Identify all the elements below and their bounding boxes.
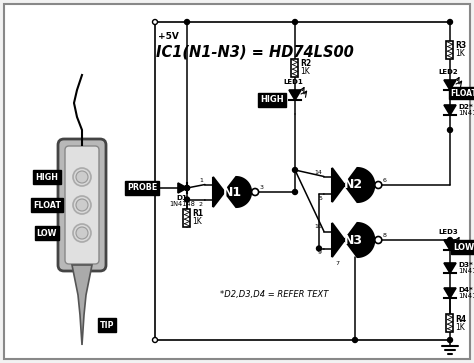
Text: R1: R1 — [192, 209, 204, 219]
Text: LED3: LED3 — [438, 229, 458, 235]
Text: 9: 9 — [318, 250, 322, 256]
Circle shape — [153, 20, 157, 24]
Text: 14: 14 — [314, 170, 322, 175]
Text: HIGH: HIGH — [36, 172, 58, 182]
Text: 1K: 1K — [456, 49, 465, 58]
Circle shape — [353, 338, 357, 343]
Polygon shape — [213, 177, 251, 207]
Text: HIGH: HIGH — [260, 95, 284, 105]
Circle shape — [153, 185, 157, 191]
Circle shape — [76, 171, 88, 183]
Circle shape — [76, 199, 88, 211]
Text: 1K: 1K — [301, 68, 310, 77]
Circle shape — [184, 20, 190, 24]
Text: TIP: TIP — [100, 321, 114, 330]
Circle shape — [76, 227, 88, 239]
Text: R4: R4 — [456, 314, 466, 323]
Circle shape — [184, 185, 190, 191]
Text: 6: 6 — [383, 178, 387, 183]
Polygon shape — [178, 183, 187, 193]
Circle shape — [73, 224, 91, 242]
Text: FLOAT: FLOAT — [451, 89, 474, 98]
Circle shape — [153, 338, 157, 343]
FancyBboxPatch shape — [58, 139, 106, 271]
Text: 8: 8 — [383, 233, 387, 238]
Circle shape — [447, 127, 453, 132]
Text: +5V: +5V — [158, 32, 179, 41]
Polygon shape — [332, 168, 374, 202]
Text: 1K: 1K — [192, 217, 202, 227]
Text: LOW: LOW — [453, 242, 474, 252]
Circle shape — [292, 20, 298, 24]
Text: 7: 7 — [335, 261, 339, 266]
Text: N3: N3 — [344, 233, 363, 246]
Circle shape — [184, 197, 190, 202]
Text: N2: N2 — [344, 179, 363, 192]
Text: FLOAT: FLOAT — [33, 200, 61, 209]
Circle shape — [73, 196, 91, 214]
Text: 10: 10 — [314, 224, 322, 229]
Bar — [447, 41, 454, 59]
Text: D3*: D3* — [458, 262, 473, 268]
Text: 1N4148: 1N4148 — [458, 268, 474, 274]
Text: 2: 2 — [199, 201, 203, 207]
Text: 5: 5 — [318, 196, 322, 200]
Circle shape — [375, 182, 382, 188]
Bar — [447, 314, 454, 332]
Text: 1N4148: 1N4148 — [458, 110, 474, 116]
Polygon shape — [444, 240, 456, 250]
Polygon shape — [289, 90, 301, 100]
Text: 1N4148: 1N4148 — [169, 201, 195, 207]
Polygon shape — [444, 263, 456, 273]
Circle shape — [447, 20, 453, 24]
Text: 1N4148: 1N4148 — [458, 293, 474, 299]
Circle shape — [252, 188, 259, 196]
Circle shape — [447, 237, 453, 242]
Text: 1K: 1K — [456, 322, 465, 331]
Text: PROBE: PROBE — [127, 184, 157, 192]
Text: R2: R2 — [301, 60, 311, 69]
Circle shape — [292, 167, 298, 172]
Text: LOW: LOW — [37, 228, 57, 237]
Text: 1: 1 — [199, 178, 203, 183]
Circle shape — [447, 338, 453, 343]
Text: *D2,D3,D4 = REFER TEXT: *D2,D3,D4 = REFER TEXT — [220, 290, 328, 299]
Polygon shape — [332, 223, 374, 257]
Circle shape — [292, 189, 298, 195]
Text: D1: D1 — [176, 195, 188, 201]
Text: 3: 3 — [260, 185, 264, 190]
Circle shape — [317, 246, 321, 251]
Text: N1: N1 — [222, 185, 242, 199]
Circle shape — [375, 237, 382, 244]
Text: LED1: LED1 — [283, 79, 303, 85]
Text: D4*: D4* — [458, 287, 473, 293]
Circle shape — [184, 185, 190, 191]
Text: D2*: D2* — [458, 104, 473, 110]
Polygon shape — [444, 80, 456, 90]
Text: R3: R3 — [456, 41, 466, 50]
Text: LED2: LED2 — [438, 69, 458, 75]
Bar — [292, 59, 299, 77]
Polygon shape — [444, 105, 456, 115]
Text: IC1(N1-N3) = HD74LS00: IC1(N1-N3) = HD74LS00 — [156, 45, 354, 60]
Bar — [183, 209, 191, 227]
Circle shape — [73, 168, 91, 186]
Polygon shape — [444, 288, 456, 298]
FancyBboxPatch shape — [65, 146, 99, 264]
Polygon shape — [72, 265, 92, 345]
